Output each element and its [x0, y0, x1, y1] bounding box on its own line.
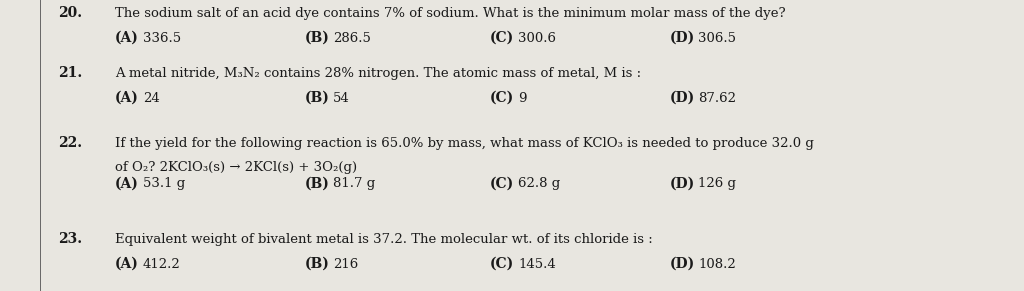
Text: (B): (B) [305, 31, 330, 45]
Text: 126 g: 126 g [698, 178, 736, 191]
Text: A metal nitride, M₃N₂ contains 28% nitrogen. The atomic mass of metal, M is :: A metal nitride, M₃N₂ contains 28% nitro… [115, 67, 641, 79]
Text: (A): (A) [115, 91, 139, 105]
Text: (C): (C) [490, 177, 514, 191]
Text: 22.: 22. [58, 136, 82, 150]
Text: 286.5: 286.5 [333, 31, 371, 45]
Text: (D): (D) [670, 257, 695, 271]
Text: 62.8 g: 62.8 g [518, 178, 560, 191]
Text: (C): (C) [490, 91, 514, 105]
Text: 81.7 g: 81.7 g [333, 178, 375, 191]
Text: 9: 9 [518, 91, 526, 104]
Text: 306.5: 306.5 [698, 31, 736, 45]
Text: 87.62: 87.62 [698, 91, 736, 104]
Text: (B): (B) [305, 91, 330, 105]
Text: (A): (A) [115, 31, 139, 45]
Text: Equivalent weight of bivalent metal is 37.2. The molecular wt. of its chloride i: Equivalent weight of bivalent metal is 3… [115, 233, 652, 246]
Text: The sodium salt of an acid dye contains 7% of sodium. What is the minimum molar : The sodium salt of an acid dye contains … [115, 6, 785, 19]
Text: (C): (C) [490, 257, 514, 271]
Text: 336.5: 336.5 [143, 31, 181, 45]
Text: (A): (A) [115, 177, 139, 191]
Text: 300.6: 300.6 [518, 31, 556, 45]
Text: 412.2: 412.2 [143, 258, 181, 271]
Text: 20.: 20. [58, 6, 82, 20]
Text: 23.: 23. [58, 232, 82, 246]
Text: of O₂? 2KClO₃(s) → 2KCl(s) + 3O₂(g): of O₂? 2KClO₃(s) → 2KCl(s) + 3O₂(g) [115, 162, 357, 175]
Text: (C): (C) [490, 31, 514, 45]
Text: 145.4: 145.4 [518, 258, 556, 271]
Text: 21.: 21. [58, 66, 82, 80]
Text: 53.1 g: 53.1 g [143, 178, 185, 191]
Text: 108.2: 108.2 [698, 258, 736, 271]
Text: (D): (D) [670, 31, 695, 45]
Text: 216: 216 [333, 258, 358, 271]
Text: (D): (D) [670, 177, 695, 191]
Text: (A): (A) [115, 257, 139, 271]
Text: (B): (B) [305, 177, 330, 191]
Text: (D): (D) [670, 91, 695, 105]
Text: 24: 24 [143, 91, 160, 104]
Text: 54: 54 [333, 91, 350, 104]
Text: (B): (B) [305, 257, 330, 271]
Text: If the yield for the following reaction is 65.0% by mass, what mass of KClO₃ is : If the yield for the following reaction … [115, 136, 814, 150]
